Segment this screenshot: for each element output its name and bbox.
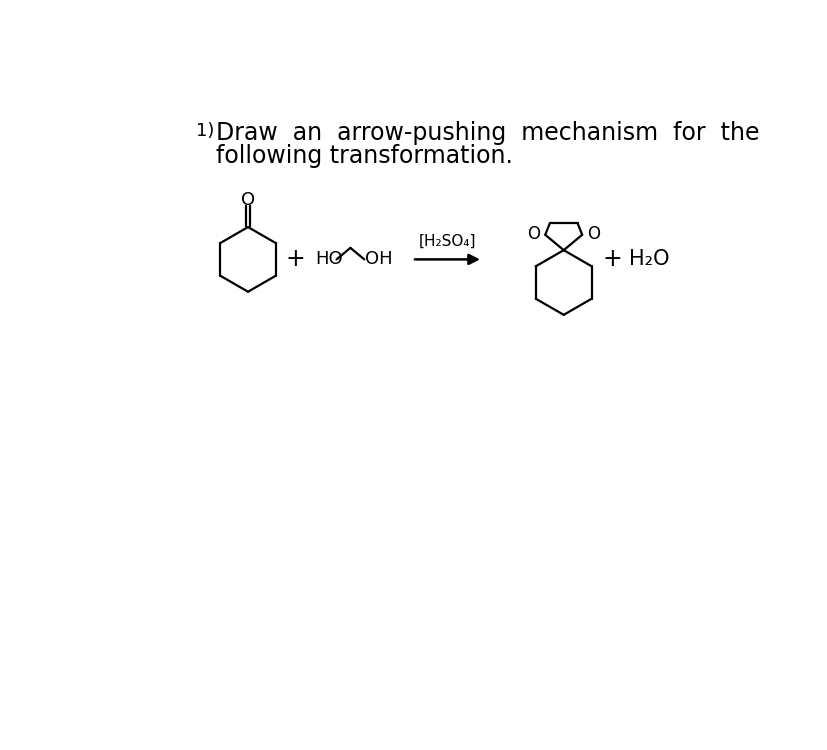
Text: Draw  an  arrow-pushing  mechanism  for  the: Draw an arrow-pushing mechanism for the: [216, 121, 759, 145]
Text: +: +: [601, 248, 621, 272]
Text: O: O: [241, 191, 255, 209]
Text: [H₂SO₄]: [H₂SO₄]: [418, 233, 476, 248]
Text: 1): 1): [196, 122, 214, 140]
Text: O: O: [527, 225, 540, 243]
Text: O: O: [586, 225, 599, 243]
Text: H₂O: H₂O: [629, 250, 669, 269]
Text: OH: OH: [365, 251, 392, 268]
Text: HO: HO: [314, 251, 342, 268]
Text: following transformation.: following transformation.: [216, 144, 513, 168]
Text: +: +: [285, 248, 305, 272]
